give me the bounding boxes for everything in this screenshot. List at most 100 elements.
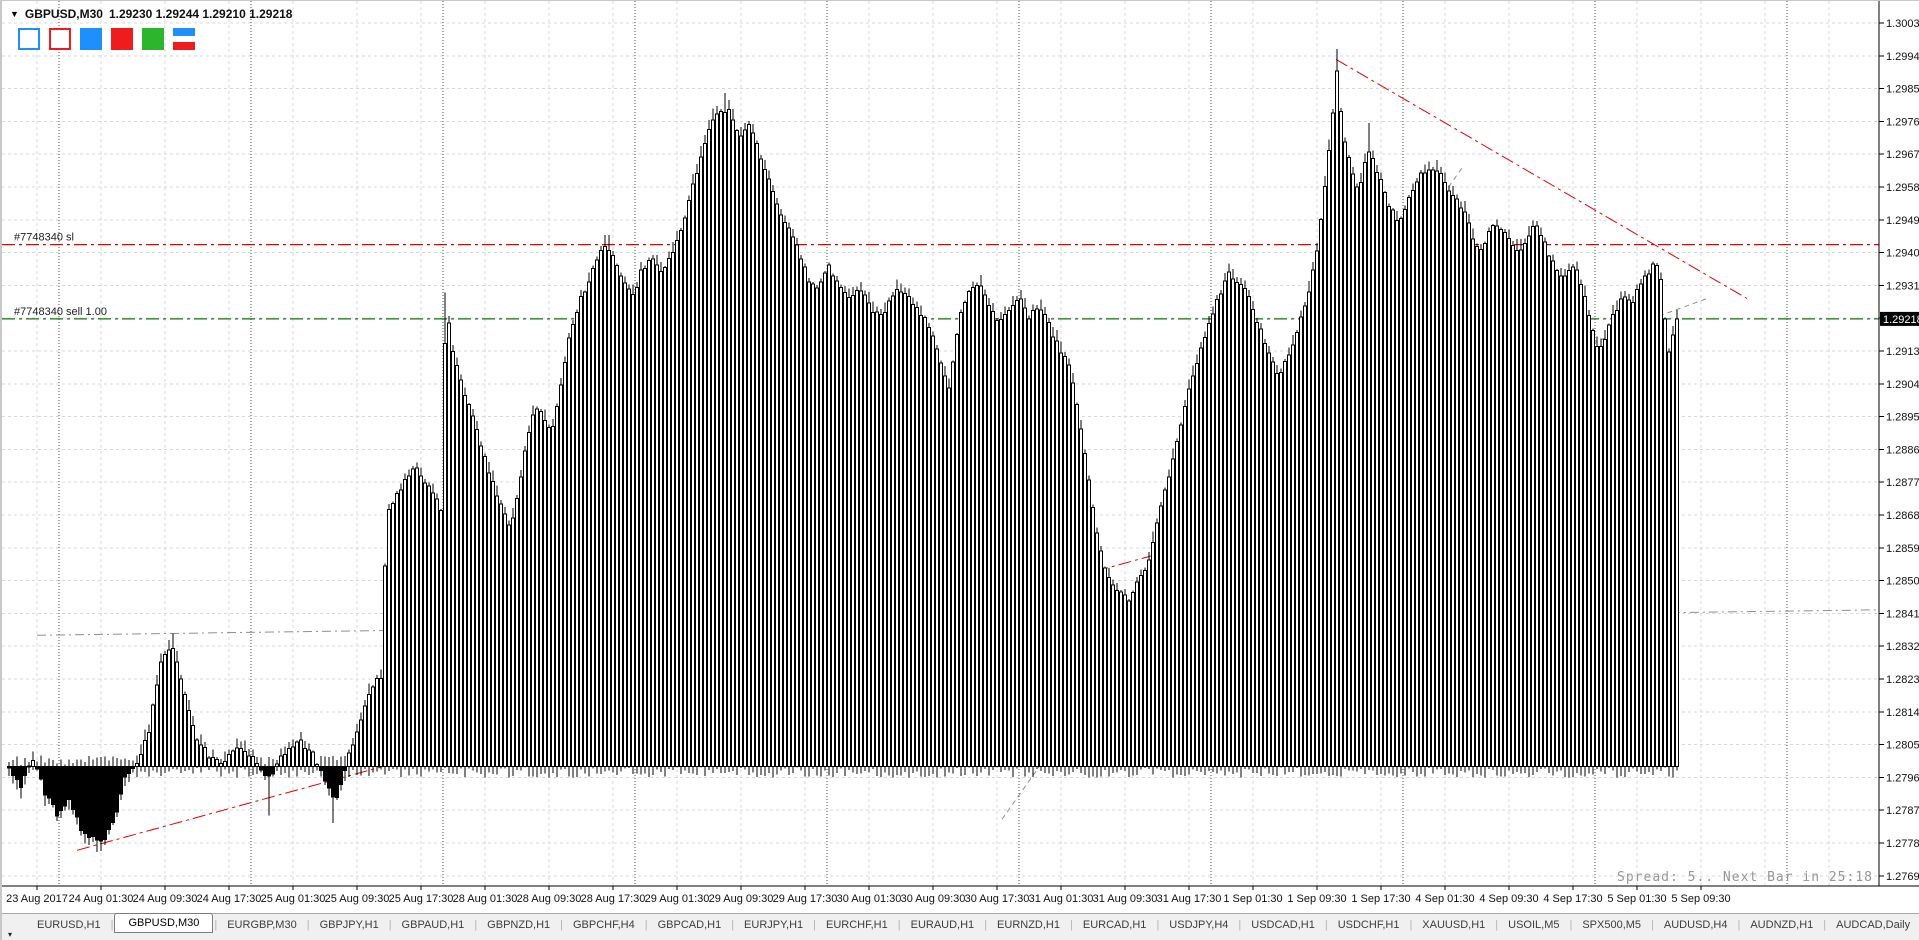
chart-title: ▼ GBPUSD,M30 1.29230 1.29244 1.29210 1.2… <box>10 7 292 21</box>
swatch-solid-blue[interactable] <box>80 28 102 50</box>
tab-usdchf-h1[interactable]: USDCHF,H1 <box>1337 918 1400 931</box>
tab-eurcad-h1[interactable]: EURCAD,H1 <box>1082 918 1147 931</box>
svg-text:1.27780: 1.27780 <box>1886 838 1919 850</box>
tab-overflow-icon[interactable]: ▾ <box>8 930 13 939</box>
tab-separator: | <box>1495 918 1499 931</box>
svg-text:29 Aug 01:30: 29 Aug 01:30 <box>645 893 710 905</box>
tab-gbpchf-h4[interactable]: GBPCHF,H4 <box>573 918 635 931</box>
tab-separator: | <box>1238 918 1242 931</box>
tab-separator: | <box>984 918 988 931</box>
svg-text:1.28230: 1.28230 <box>1886 674 1919 686</box>
current-price-tag: 1.29218 <box>1880 311 1919 326</box>
svg-text:1.29310: 1.29310 <box>1886 280 1919 292</box>
svg-text:29 Aug 09:30: 29 Aug 09:30 <box>709 893 774 905</box>
svg-text:4 Sep 09:30: 4 Sep 09:30 <box>1479 893 1538 905</box>
svg-text:25 Aug 09:30: 25 Aug 09:30 <box>325 893 390 905</box>
tab-usdjpy-h4[interactable]: USDJPY,H4 <box>1169 918 1229 931</box>
tab-audnzd-h1[interactable]: AUDNZD,H1 <box>1750 918 1814 931</box>
tab-separator: | <box>110 918 114 931</box>
svg-text:24 Aug 01:30: 24 Aug 01:30 <box>69 893 134 905</box>
svg-text:30 Aug 01:30: 30 Aug 01:30 <box>837 893 902 905</box>
tab-eurchf-h1[interactable]: EURCHF,H1 <box>826 918 888 931</box>
svg-text:1.28140: 1.28140 <box>1886 707 1919 719</box>
tab-separator: | <box>1737 918 1741 931</box>
tab-euraud-h1[interactable]: EURAUD,H1 <box>910 918 975 931</box>
svg-text:1.29940: 1.29940 <box>1886 51 1919 63</box>
tab-separator: | <box>306 918 310 931</box>
tab-separator: | <box>474 918 478 931</box>
swatch-solid-red[interactable] <box>111 28 133 50</box>
tab-audusd-h4[interactable]: AUDUSD,H4 <box>1663 918 1728 931</box>
svg-text:28 Aug 01:30: 28 Aug 01:30 <box>453 893 518 905</box>
svg-text:1.28680: 1.28680 <box>1886 510 1919 522</box>
tab-xauusd-h1[interactable]: XAUUSD,H1 <box>1422 918 1486 931</box>
color-palette-toolbar <box>18 28 195 50</box>
svg-text:1.29218: 1.29218 <box>1883 314 1919 326</box>
tab-spx500-m5[interactable]: SPX500,M5 <box>1582 918 1642 931</box>
svg-text:1.28500: 1.28500 <box>1886 576 1919 588</box>
svg-text:1.27690: 1.27690 <box>1886 871 1919 883</box>
tab-gbpcad-h1[interactable]: GBPCAD,H1 <box>657 918 722 931</box>
svg-text:1.28950: 1.28950 <box>1886 412 1919 424</box>
price-axis[interactable]: 1.30030 1.29940 1.29850 1.29760 1.29670 1.295… <box>1879 18 1919 883</box>
swatch-solid-green[interactable] <box>142 28 164 50</box>
tab-gbpusd-m30[interactable]: GBPUSD,M30 <box>114 913 214 933</box>
svg-text:1.29490: 1.29490 <box>1886 215 1919 227</box>
tab-separator: | <box>560 918 563 931</box>
svg-text:25 Aug 17:30: 25 Aug 17:30 <box>389 893 454 905</box>
tab-gbpaud-h1[interactable]: GBPAUD,H1 <box>401 918 465 931</box>
svg-text:25 Aug 01:30: 25 Aug 01:30 <box>261 893 326 905</box>
tab-usdcad-h1[interactable]: USDCAD,H1 <box>1251 918 1315 931</box>
tab-audcad-daily[interactable]: AUDCAD,Daily <box>1836 918 1911 931</box>
svg-text:31 Aug 09:30: 31 Aug 09:30 <box>1093 893 1158 905</box>
svg-text:1.27960: 1.27960 <box>1886 772 1919 784</box>
spread-nextbar-status: Spread: 5.. Next Bar in 25:18 <box>1617 870 1873 885</box>
swatch-hollow-red[interactable] <box>49 28 71 50</box>
tab-separator: | <box>214 918 218 931</box>
svg-text:1.27870: 1.27870 <box>1886 805 1919 817</box>
svg-text:1.28770: 1.28770 <box>1886 477 1919 489</box>
tab-usoil-m5[interactable]: USOIL,M5 <box>1508 918 1560 931</box>
svg-text:5 Sep 09:30: 5 Sep 09:30 <box>1671 893 1730 905</box>
symbol-tab-bar: EURUSD,H1 | GBPUSD,M30 | EURGBP,M30 | GBPJPY,H… <box>2 913 1919 935</box>
chart-dropdown-arrow-icon[interactable]: ▼ <box>10 9 19 19</box>
tab-gbpnzd-h1[interactable]: GBPNZD,H1 <box>487 918 551 931</box>
tab-separator: | <box>897 918 901 931</box>
tab-eurjpy-h1[interactable]: EURJPY,H1 <box>744 918 804 931</box>
tab-separator: | <box>388 918 392 931</box>
svg-text:1.29400: 1.29400 <box>1886 248 1919 260</box>
order-lines-layer[interactable]: #7748340 sl #7748340 sell 1.00 <box>2 232 1879 320</box>
day-separator-lines <box>58 1 1788 886</box>
swatch-bars-blue-red[interactable] <box>173 28 195 50</box>
svg-text:29 Aug 17:30: 29 Aug 17:30 <box>773 893 838 905</box>
price-chart[interactable]: #7748340 sl #7748340 sell 1.00 1.30030 1.29… <box>2 1 1919 913</box>
svg-text:24 Aug 09:30: 24 Aug 09:30 <box>133 893 198 905</box>
tab-separator: | <box>644 918 648 931</box>
tab-eurnzd-h1[interactable]: EURNZD,H1 <box>997 918 1060 931</box>
tab-separator: | <box>1569 918 1573 931</box>
tab-separator: | <box>1823 918 1827 931</box>
order-line-label-1: #7748340 sell 1.00 <box>14 306 107 318</box>
tab-gbpjpy-h1[interactable]: GBPJPY,H1 <box>319 918 379 931</box>
svg-text:1.29760: 1.29760 <box>1886 116 1919 128</box>
tab-separator: | <box>1651 918 1654 931</box>
svg-text:1.29130: 1.29130 <box>1886 346 1919 358</box>
swatch-hollow-blue[interactable] <box>18 28 40 50</box>
svg-text:1.28320: 1.28320 <box>1886 641 1919 653</box>
tab-eurgbp-m30[interactable]: EURGBP,M30 <box>227 918 297 931</box>
axes-frame <box>2 1 1919 887</box>
candles-layer <box>7 49 1679 853</box>
tab-separator: | <box>813 918 817 931</box>
svg-text:4 Sep 17:30: 4 Sep 17:30 <box>1543 893 1602 905</box>
svg-text:23 Aug 2017: 23 Aug 2017 <box>6 893 68 905</box>
svg-text:1.28860: 1.28860 <box>1886 444 1919 456</box>
svg-text:24 Aug 17:30: 24 Aug 17:30 <box>197 893 262 905</box>
svg-text:1.29040: 1.29040 <box>1886 379 1919 391</box>
tab-eurusd-h1[interactable]: EURUSD,H1 <box>37 918 101 931</box>
svg-text:1.29850: 1.29850 <box>1886 84 1919 96</box>
chart-symbol-label: GBPUSD,M30 <box>24 7 103 21</box>
tab-separator: | <box>731 918 735 931</box>
time-axis[interactable]: 23 Aug 2017 24 Aug 01:30 24 Aug 09:30 24 Au… <box>6 886 1731 905</box>
tab-separator: | <box>1324 918 1328 931</box>
